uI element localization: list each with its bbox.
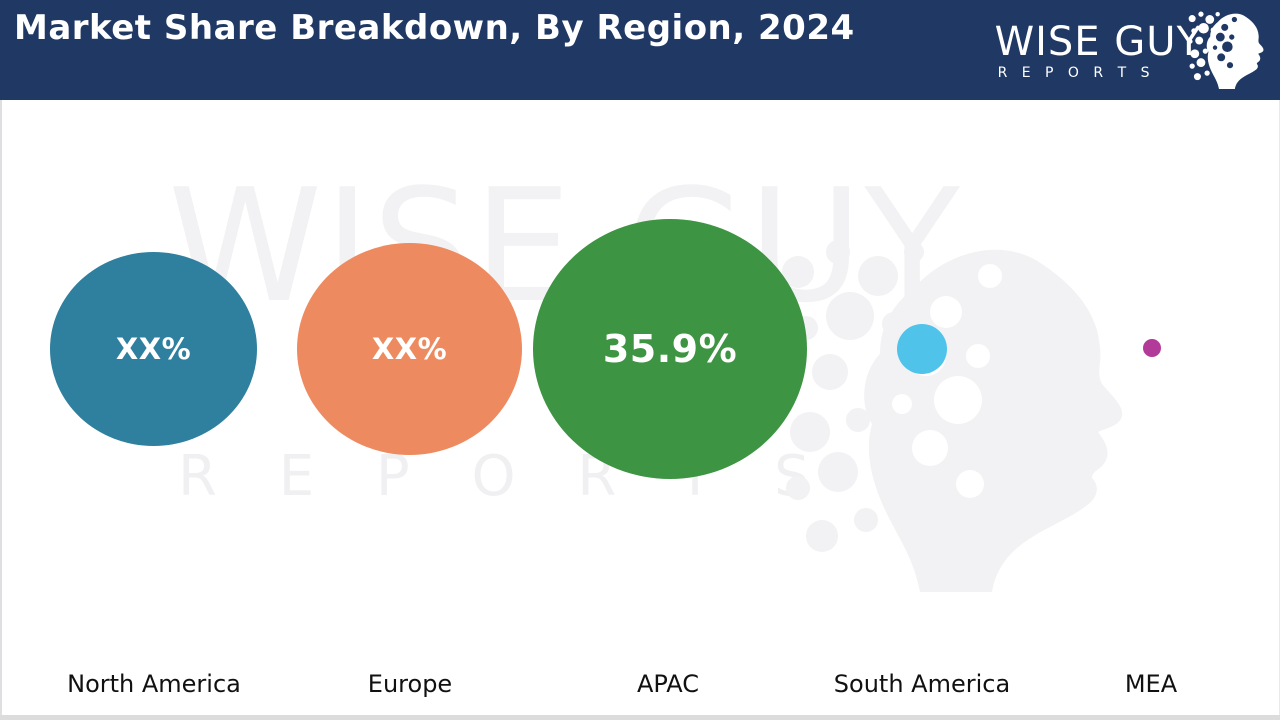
bubble-north-america: XX%: [50, 252, 257, 446]
category-label-north-america: North America: [67, 670, 241, 698]
bubble-mea: [1143, 339, 1161, 357]
bubble-chart: WISE GUY R E P O R T S XX% XX% 35.9% Nor…: [0, 100, 1280, 720]
brand-logo: WISE GUY R E P O R T S: [995, 6, 1274, 89]
category-label-europe: Europe: [367, 670, 453, 698]
page-title: Market Share Breakdown, By Region, 2024: [14, 8, 855, 48]
bottom-edge: [0, 715, 1280, 720]
category-label-south-america: South America: [833, 670, 1011, 698]
category-label-apac: APAC: [636, 670, 700, 698]
category-label-mea: MEA: [1124, 670, 1178, 698]
brand-text: WISE GUY R E P O R T S: [995, 22, 1202, 81]
bubble-value-apac: 35.9%: [602, 327, 738, 371]
bubble-apac: 35.9%: [533, 219, 807, 479]
bubble-south-america: [897, 324, 947, 374]
bubble-value-north-america: XX%: [115, 332, 192, 366]
wiseguy-head-icon: [1188, 11, 1264, 89]
brand-name: WISE GUY: [994, 19, 1202, 65]
header-bar: Market Share Breakdown, By Region, 2024 …: [0, 0, 1280, 100]
watermark-head-icon: [780, 240, 1123, 592]
bubble-value-europe: XX%: [371, 332, 448, 366]
left-edge-line: [0, 100, 2, 715]
bubble-europe: XX%: [297, 243, 522, 455]
brand-subtitle: R E P O R T S: [997, 65, 1155, 81]
